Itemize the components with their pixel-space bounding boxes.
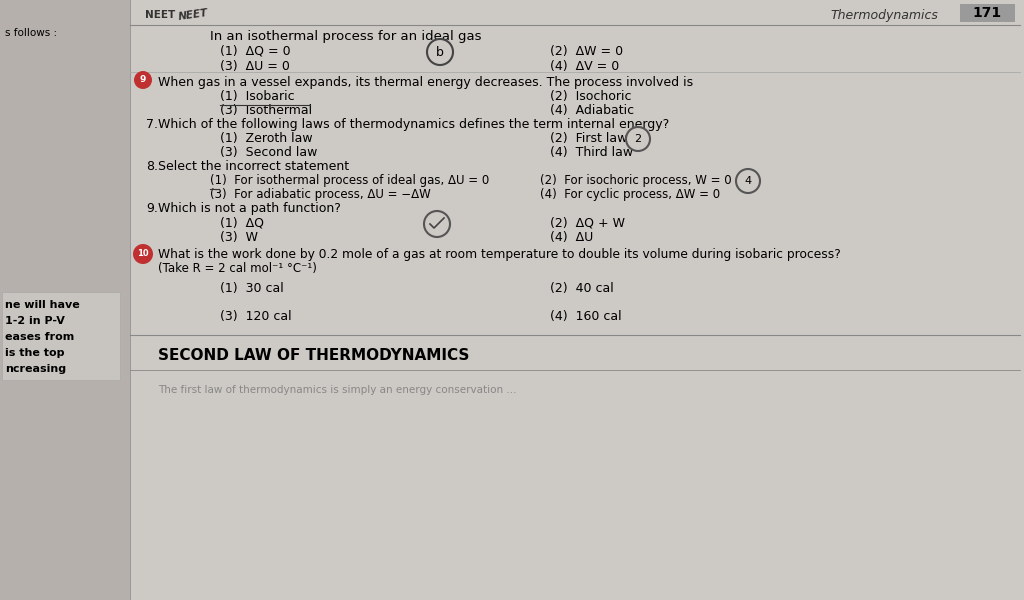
Text: s follows :: s follows :: [5, 28, 57, 38]
Text: (Take R = 2 cal mol⁻¹ °C⁻¹): (Take R = 2 cal mol⁻¹ °C⁻¹): [158, 262, 316, 275]
FancyBboxPatch shape: [0, 0, 130, 600]
Text: (2)  40 cal: (2) 40 cal: [550, 282, 613, 295]
Text: Select the incorrect statement: Select the incorrect statement: [158, 160, 349, 173]
Text: (2)  First law: (2) First law: [550, 132, 628, 145]
Text: (4)  ΔU: (4) ΔU: [550, 231, 593, 244]
Text: (1)  ΔQ: (1) ΔQ: [220, 217, 264, 230]
Text: 4: 4: [744, 176, 752, 186]
Text: (4)  Adiabatic: (4) Adiabatic: [550, 104, 634, 117]
Text: (4)  160 cal: (4) 160 cal: [550, 310, 622, 323]
Text: (4)  Third law: (4) Third law: [550, 146, 633, 159]
FancyBboxPatch shape: [961, 4, 1015, 22]
Text: (2)  For isochoric process, W = 0: (2) For isochoric process, W = 0: [540, 174, 731, 187]
Text: 9.: 9.: [146, 202, 158, 215]
Text: (1)  ΔQ = 0: (1) ΔQ = 0: [220, 45, 291, 58]
Text: (3)  Isothermal: (3) Isothermal: [220, 104, 312, 117]
Text: 171: 171: [973, 6, 1002, 20]
Text: Which of the following laws of thermodynamics defines the term internal energy?: Which of the following laws of thermodyn…: [158, 118, 670, 131]
Text: (3)  Second law: (3) Second law: [220, 146, 317, 159]
Text: 8.: 8.: [146, 160, 158, 173]
Text: 10: 10: [137, 250, 148, 259]
Text: (4)  ΔV = 0: (4) ΔV = 0: [550, 60, 620, 73]
Text: (1)  30 cal: (1) 30 cal: [220, 282, 284, 295]
Text: ncreasing: ncreasing: [5, 364, 67, 374]
Text: (3)  120 cal: (3) 120 cal: [220, 310, 292, 323]
Text: ne will have: ne will have: [5, 300, 80, 310]
Text: eases from: eases from: [5, 332, 75, 342]
Text: NEET: NEET: [177, 8, 209, 22]
Text: When gas in a vessel expands, its thermal energy decreases. The process involved: When gas in a vessel expands, its therma…: [158, 76, 693, 89]
Text: Which is not a path function?: Which is not a path function?: [158, 202, 341, 215]
Text: In an isothermal process for an ideal gas: In an isothermal process for an ideal ga…: [210, 30, 481, 43]
Circle shape: [133, 244, 153, 264]
Text: NEET: NEET: [144, 10, 175, 20]
Circle shape: [134, 71, 152, 89]
Text: (3)  For adiabatic process, ΔU = −ΔW: (3) For adiabatic process, ΔU = −ΔW: [210, 188, 431, 201]
FancyBboxPatch shape: [2, 292, 120, 380]
Text: (2)  Isochoric: (2) Isochoric: [550, 90, 632, 103]
Text: is the top: is the top: [5, 348, 65, 358]
Text: (1)  Zeroth law: (1) Zeroth law: [220, 132, 312, 145]
Text: (2)  ΔW = 0: (2) ΔW = 0: [550, 45, 624, 58]
Text: The first law of thermodynamics is simply an energy conservation ...: The first law of thermodynamics is simpl…: [158, 385, 516, 395]
Text: 7.: 7.: [146, 118, 158, 131]
Text: (1)  For isothermal process of ideal gas, ΔU = 0: (1) For isothermal process of ideal gas,…: [210, 174, 489, 187]
Text: Thermodynamics: Thermodynamics: [830, 8, 938, 22]
Text: SECOND LAW OF THERMODYNAMICS: SECOND LAW OF THERMODYNAMICS: [158, 348, 469, 363]
Text: (2)  ΔQ + W: (2) ΔQ + W: [550, 217, 625, 230]
Text: (3)  W: (3) W: [220, 231, 258, 244]
Text: (1)  Isobaric: (1) Isobaric: [220, 90, 295, 103]
Text: (4)  For cyclic process, ΔW = 0: (4) For cyclic process, ΔW = 0: [540, 188, 720, 201]
Text: 1-2 in P-V: 1-2 in P-V: [5, 316, 65, 326]
Text: (3)  ΔU = 0: (3) ΔU = 0: [220, 60, 290, 73]
Text: b: b: [436, 46, 444, 58]
Text: 9: 9: [140, 76, 146, 85]
Text: What is the work done by 0.2 mole of a gas at room temperature to double its vol: What is the work done by 0.2 mole of a g…: [158, 248, 841, 261]
Text: 2: 2: [635, 134, 642, 144]
